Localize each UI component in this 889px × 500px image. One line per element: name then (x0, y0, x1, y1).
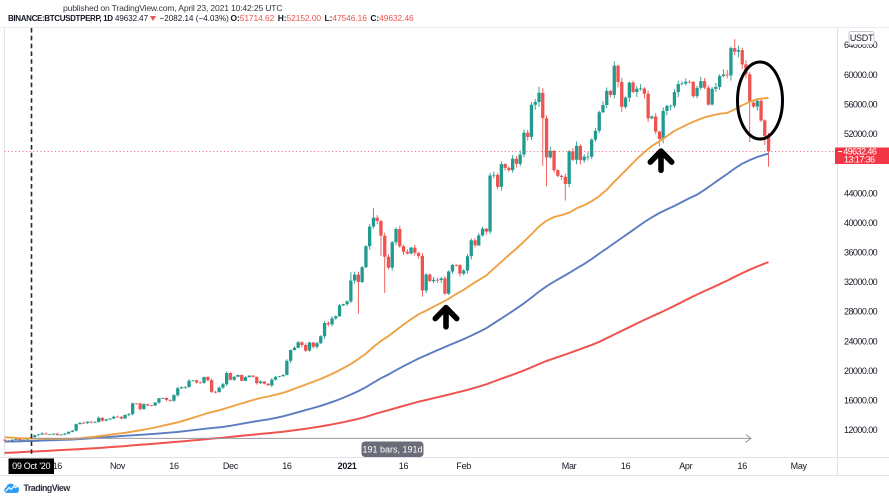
svg-text:40000.00: 40000.00 (844, 218, 878, 228)
svg-text:52000.00: 52000.00 (844, 129, 878, 139)
svg-text:16: 16 (282, 461, 292, 471)
svg-text:16000.00: 16000.00 (844, 396, 878, 406)
svg-text:16: 16 (399, 461, 409, 471)
svg-text:32000.00: 32000.00 (844, 277, 878, 287)
svg-text:16: 16 (737, 461, 747, 471)
svg-text:16: 16 (169, 461, 179, 471)
svg-text:191 bars, 191d: 191 bars, 191d (362, 444, 422, 454)
svg-text:Dec: Dec (223, 461, 239, 471)
svg-text:16: 16 (621, 461, 631, 471)
svg-text:28000.00: 28000.00 (844, 307, 878, 317)
svg-text:2021: 2021 (338, 461, 357, 471)
svg-text:09 Oct ’20: 09 Oct ’20 (12, 461, 50, 471)
svg-text:Apr: Apr (679, 461, 692, 471)
svg-text:60000.00: 60000.00 (844, 70, 878, 80)
svg-text:56000.00: 56000.00 (844, 99, 878, 109)
svg-text:May: May (791, 461, 808, 471)
svg-text:Feb: Feb (456, 461, 471, 471)
svg-text:Mar: Mar (562, 461, 577, 471)
svg-text:13:17:36: 13:17:36 (844, 155, 875, 165)
svg-text:24000.00: 24000.00 (844, 336, 878, 346)
svg-text:36000.00: 36000.00 (844, 248, 878, 258)
svg-text:20000.00: 20000.00 (844, 366, 878, 376)
svg-text:12000.00: 12000.00 (844, 425, 878, 435)
svg-text:44000.00: 44000.00 (844, 188, 878, 198)
svg-text:Nov: Nov (110, 461, 126, 471)
svg-text:16: 16 (53, 461, 63, 471)
svg-text:64000.00: 64000.00 (844, 40, 878, 50)
svg-text:49632.46: 49632.46 (843, 147, 877, 157)
svg-text:USDT: USDT (850, 33, 874, 43)
